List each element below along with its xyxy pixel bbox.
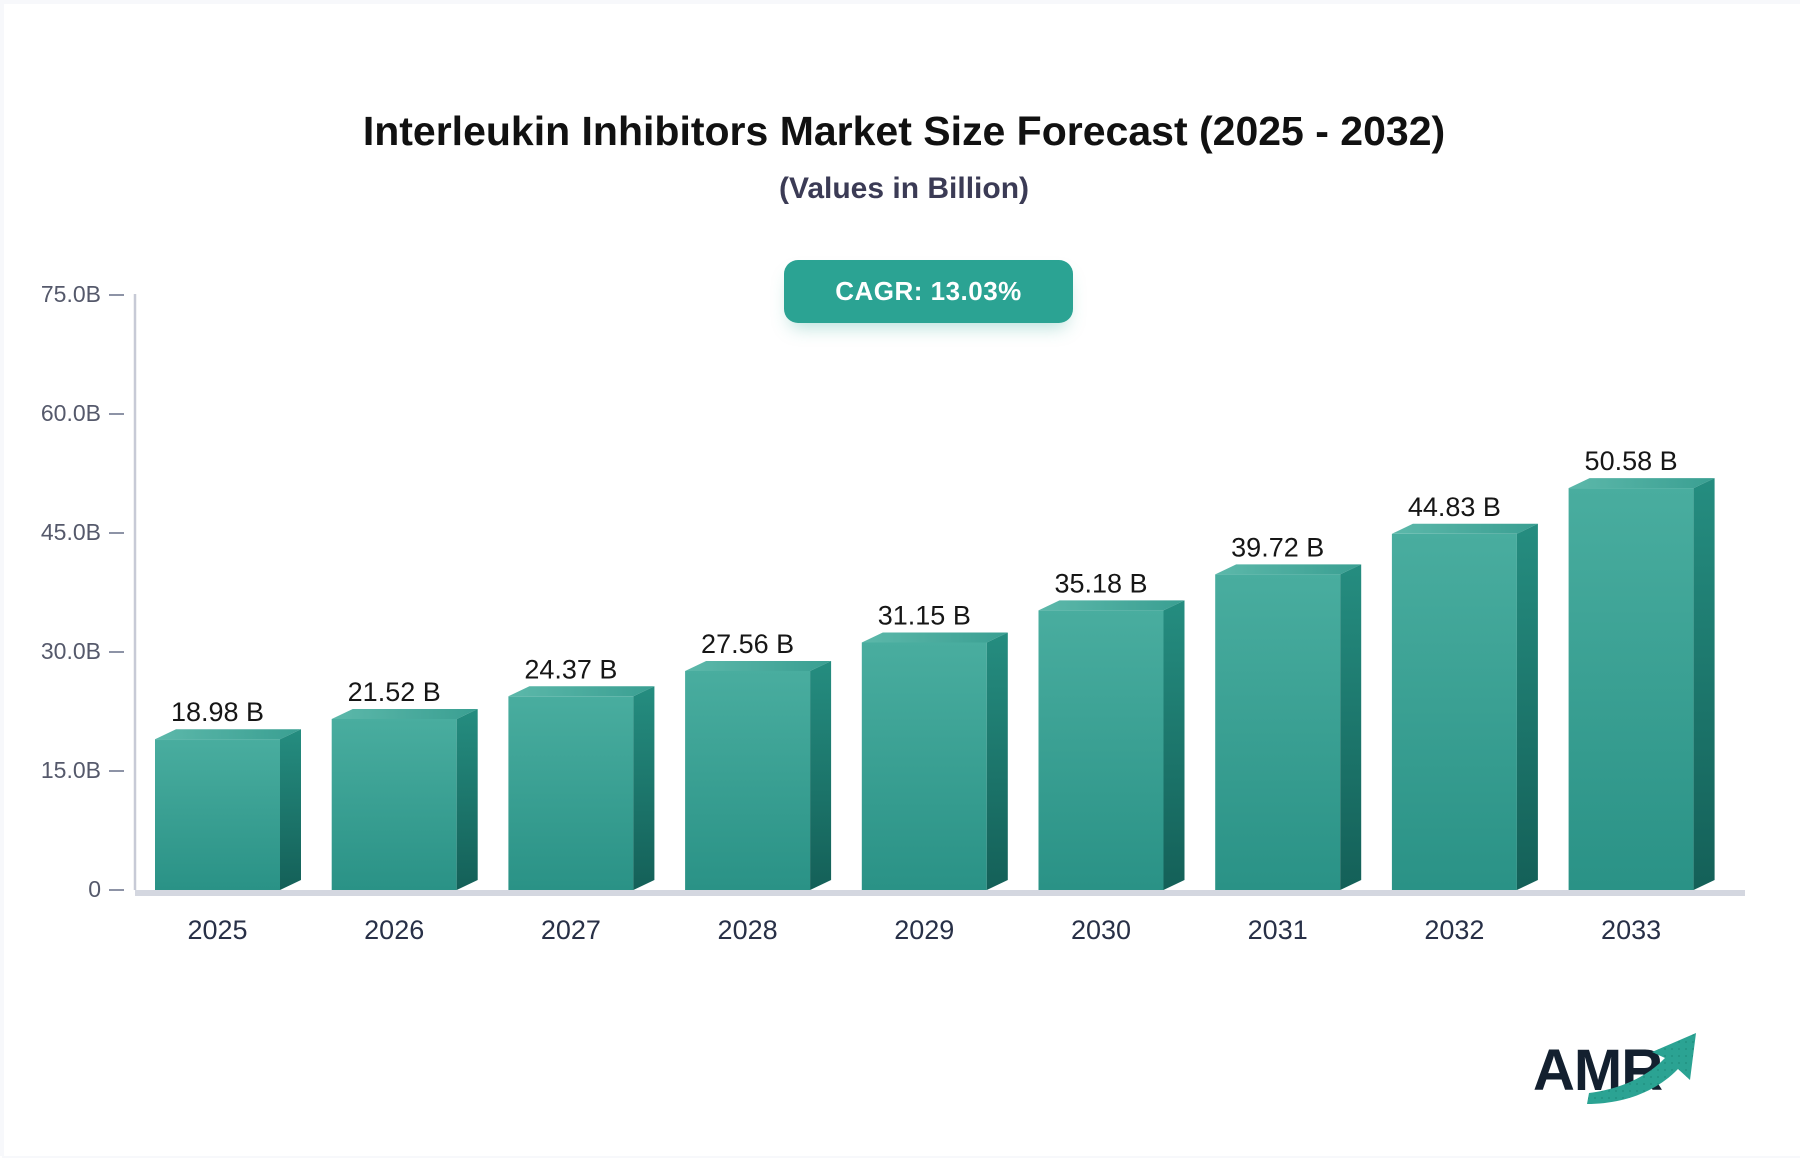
svg-text:60.0B: 60.0B xyxy=(41,400,101,426)
svg-text:2027: 2027 xyxy=(541,915,601,945)
svg-text:31.15 B: 31.15 B xyxy=(878,601,971,631)
svg-text:35.18 B: 35.18 B xyxy=(1054,568,1147,598)
svg-text:39.72 B: 39.72 B xyxy=(1231,532,1324,562)
svg-text:45.0B: 45.0B xyxy=(41,519,101,545)
svg-text:44.83 B: 44.83 B xyxy=(1408,492,1501,522)
svg-text:50.58 B: 50.58 B xyxy=(1585,446,1678,476)
svg-text:21.52 B: 21.52 B xyxy=(348,677,441,707)
svg-text:2032: 2032 xyxy=(1424,915,1484,945)
svg-text:18.98 B: 18.98 B xyxy=(171,697,264,727)
svg-text:30.0B: 30.0B xyxy=(41,638,101,664)
svg-text:2030: 2030 xyxy=(1071,915,1131,945)
svg-text:2029: 2029 xyxy=(894,915,954,945)
svg-text:0: 0 xyxy=(88,876,101,902)
svg-text:27.56 B: 27.56 B xyxy=(701,629,794,659)
svg-text:2025: 2025 xyxy=(187,915,247,945)
svg-text:15.0B: 15.0B xyxy=(41,757,101,783)
svg-text:2031: 2031 xyxy=(1248,915,1308,945)
svg-text:75.0B: 75.0B xyxy=(41,281,101,307)
svg-text:2033: 2033 xyxy=(1601,915,1661,945)
svg-text:2028: 2028 xyxy=(718,915,778,945)
svg-text:24.37 B: 24.37 B xyxy=(524,654,617,684)
svg-text:2026: 2026 xyxy=(364,915,424,945)
